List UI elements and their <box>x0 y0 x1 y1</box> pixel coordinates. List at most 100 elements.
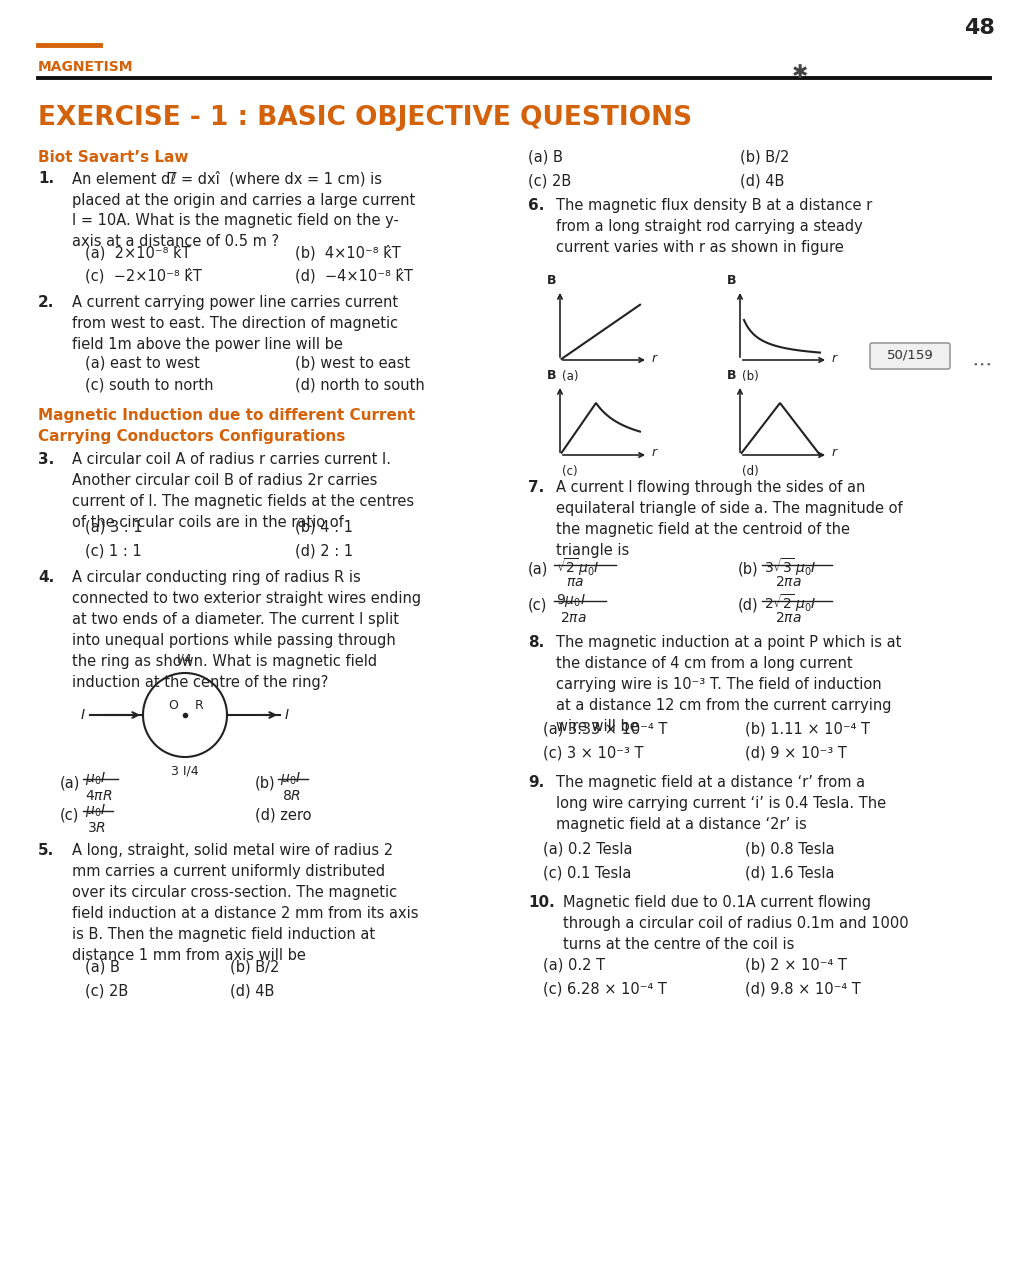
Text: An element dℓ̅ = dxî  (where dx = 1 cm) is
placed at the origin and carries a la: An element dℓ̅ = dxî (where dx = 1 cm) i… <box>72 171 416 250</box>
Text: 3.: 3. <box>38 452 54 468</box>
Text: 6.: 6. <box>528 197 545 213</box>
Text: $\mu_0 I$: $\mu_0 I$ <box>85 803 106 819</box>
Text: A circular coil A of radius r carries current I.
Another circular coil B of radi: A circular coil A of radius r carries cu… <box>72 452 414 530</box>
Text: (d) 1.6 Tesla: (d) 1.6 Tesla <box>745 865 835 880</box>
Text: R: R <box>195 699 204 712</box>
Text: (b): (b) <box>255 776 275 791</box>
Text: 4.: 4. <box>38 569 54 585</box>
Text: $2\pi a$: $2\pi a$ <box>775 575 802 589</box>
Text: (c) 2B: (c) 2B <box>85 984 128 998</box>
Text: $2\pi a$: $2\pi a$ <box>775 612 802 626</box>
FancyBboxPatch shape <box>870 343 950 369</box>
Text: 8.: 8. <box>528 634 544 650</box>
Text: Biot Savart’s Law: Biot Savart’s Law <box>38 150 188 166</box>
Text: ⋮: ⋮ <box>966 345 984 364</box>
Text: (d) 4B: (d) 4B <box>230 984 274 998</box>
Text: $8R$: $8R$ <box>282 789 301 803</box>
Text: (b) 1.11 × 10⁻⁴ T: (b) 1.11 × 10⁻⁴ T <box>745 722 870 736</box>
Text: A long, straight, solid metal wire of radius 2
mm carries a current uniformly di: A long, straight, solid metal wire of ra… <box>72 843 419 963</box>
Text: ✱: ✱ <box>792 62 808 82</box>
Text: 5.: 5. <box>38 843 54 857</box>
Text: (a): (a) <box>562 369 579 383</box>
Text: B: B <box>727 274 736 287</box>
Text: (b) 4 : 1: (b) 4 : 1 <box>295 520 353 535</box>
Text: The magnetic field at a distance ‘r’ from a
long wire carrying current ‘i’ is 0.: The magnetic field at a distance ‘r’ fro… <box>556 775 886 832</box>
Text: (d): (d) <box>742 465 759 478</box>
Text: I/4: I/4 <box>177 652 193 665</box>
Text: B: B <box>727 369 736 382</box>
Text: $4\pi R$: $4\pi R$ <box>85 789 113 803</box>
Text: 1.: 1. <box>38 171 54 186</box>
Text: (b) 2 × 10⁻⁴ T: (b) 2 × 10⁻⁴ T <box>745 958 847 973</box>
Text: A current I flowing through the sides of an
equilateral triangle of side a. The : A current I flowing through the sides of… <box>556 480 902 558</box>
Text: (d) 2 : 1: (d) 2 : 1 <box>295 543 353 558</box>
Text: (a) 0.2 T: (a) 0.2 T <box>543 958 605 973</box>
Text: 7.: 7. <box>528 480 544 496</box>
Text: (c)  −2×10⁻⁸ k̂T: (c) −2×10⁻⁸ k̂T <box>85 268 202 284</box>
Text: B: B <box>547 369 557 382</box>
Text: (b): (b) <box>738 562 759 577</box>
Text: The magnetic flux density B at a distance r
from a long straight rod carrying a : The magnetic flux density B at a distanc… <box>556 197 872 255</box>
Text: (a) 3.33 × 10⁻⁴ T: (a) 3.33 × 10⁻⁴ T <box>543 722 668 736</box>
Text: I: I <box>285 708 289 722</box>
Text: (a) 0.2 Tesla: (a) 0.2 Tesla <box>543 842 633 857</box>
Text: (b) 0.8 Tesla: (b) 0.8 Tesla <box>745 842 835 857</box>
Text: $\mu_0 I$: $\mu_0 I$ <box>280 769 301 787</box>
Text: (c) 3 × 10⁻³ T: (c) 3 × 10⁻³ T <box>543 745 643 761</box>
Text: (a) B: (a) B <box>85 961 120 975</box>
Text: 48: 48 <box>965 18 995 38</box>
Text: (d)  −4×10⁻⁸ k̂T: (d) −4×10⁻⁸ k̂T <box>295 268 413 284</box>
Text: The magnetic induction at a point P which is at
the distance of 4 cm from a long: The magnetic induction at a point P whic… <box>556 634 901 734</box>
Text: (b) B/2: (b) B/2 <box>740 150 790 166</box>
Text: (b)  4×10⁻⁸ k̂T: (b) 4×10⁻⁸ k̂T <box>295 245 400 260</box>
Text: r: r <box>831 446 838 460</box>
Text: (c) 2B: (c) 2B <box>528 173 571 189</box>
Text: (c): (c) <box>60 808 80 823</box>
Text: O: O <box>168 699 178 712</box>
Text: (c) 0.1 Tesla: (c) 0.1 Tesla <box>543 865 632 880</box>
Text: 50/159: 50/159 <box>887 349 933 362</box>
Text: (d) 4B: (d) 4B <box>740 173 784 189</box>
Text: EXERCISE - 1 : BASIC OBJECTIVE QUESTIONS: EXERCISE - 1 : BASIC OBJECTIVE QUESTIONS <box>38 104 692 131</box>
Text: (d) zero: (d) zero <box>255 808 311 823</box>
Text: (d) 9 × 10⁻³ T: (d) 9 × 10⁻³ T <box>745 745 847 761</box>
Text: $\mu_0 I$: $\mu_0 I$ <box>85 769 106 787</box>
Text: $2\pi a$: $2\pi a$ <box>560 612 587 626</box>
Text: r: r <box>652 352 657 364</box>
Text: A current carrying power line carries current
from west to east. The direction o: A current carrying power line carries cu… <box>72 296 398 352</box>
Text: (a): (a) <box>60 776 80 791</box>
Text: A circular conducting ring of radius R is
connected to two exterior straight wir: A circular conducting ring of radius R i… <box>72 569 421 691</box>
Text: (c) 1 : 1: (c) 1 : 1 <box>85 543 141 558</box>
Text: (d): (d) <box>738 598 759 613</box>
Text: $3R$: $3R$ <box>87 820 105 834</box>
Text: (a)  2×10⁻⁸ k̂T: (a) 2×10⁻⁸ k̂T <box>85 245 190 260</box>
Text: (c): (c) <box>528 598 548 613</box>
Text: (a): (a) <box>528 562 549 577</box>
Text: (c) 6.28 × 10⁻⁴ T: (c) 6.28 × 10⁻⁴ T <box>543 981 667 996</box>
Text: (b) west to east: (b) west to east <box>295 355 411 369</box>
Text: $3\sqrt{3}\,\mu_0 I$: $3\sqrt{3}\,\mu_0 I$ <box>764 555 816 578</box>
Text: Magnetic field due to 0.1A current flowing
through a circular coil of radius 0.1: Magnetic field due to 0.1A current flowi… <box>563 896 908 952</box>
Text: r: r <box>652 446 657 460</box>
Text: (b): (b) <box>742 369 759 383</box>
Text: Magnetic Induction due to different Current
Carrying Conductors Configurations: Magnetic Induction due to different Curr… <box>38 408 415 445</box>
Text: $\sqrt{2}\,\mu_0 I$: $\sqrt{2}\,\mu_0 I$ <box>556 555 599 578</box>
Text: 3 I/4: 3 I/4 <box>171 764 199 778</box>
Text: (a) B: (a) B <box>528 150 563 166</box>
Text: (c) south to north: (c) south to north <box>85 378 213 392</box>
Text: B: B <box>547 274 557 287</box>
Text: 2.: 2. <box>38 296 54 310</box>
Text: $\pi a$: $\pi a$ <box>566 575 584 589</box>
Text: (d) 9.8 × 10⁻⁴ T: (d) 9.8 × 10⁻⁴ T <box>745 981 861 996</box>
Text: $2\sqrt{2}\,\mu_0 I$: $2\sqrt{2}\,\mu_0 I$ <box>764 592 816 614</box>
Text: (d) north to south: (d) north to south <box>295 378 425 392</box>
Text: r: r <box>831 352 838 364</box>
Text: MAGNETISM: MAGNETISM <box>38 60 133 74</box>
Text: $9\mu_0 I$: $9\mu_0 I$ <box>556 592 586 609</box>
Text: (a) east to west: (a) east to west <box>85 355 200 369</box>
Text: I: I <box>81 708 85 722</box>
Text: 10.: 10. <box>528 896 555 910</box>
Text: 9.: 9. <box>528 775 544 790</box>
Text: (c): (c) <box>562 465 578 478</box>
Text: (b) B/2: (b) B/2 <box>230 961 280 975</box>
